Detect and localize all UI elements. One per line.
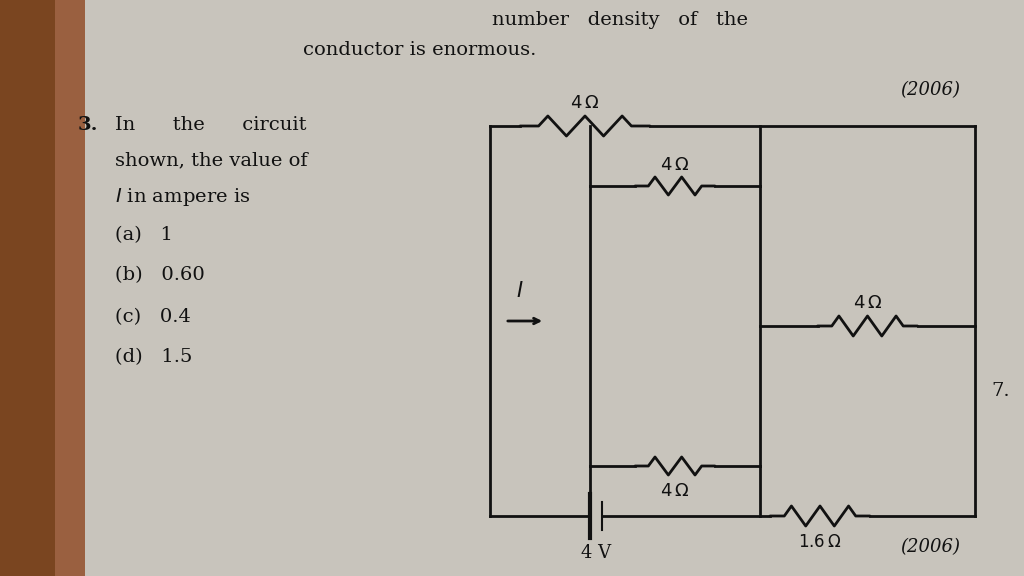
- Text: conductor is enormous.: conductor is enormous.: [303, 41, 537, 59]
- Text: $\it{I}$: $\it{I}$: [516, 281, 524, 301]
- Text: 3.: 3.: [78, 116, 98, 134]
- Text: (a)   1: (a) 1: [115, 226, 173, 244]
- Text: (2006): (2006): [900, 81, 961, 99]
- Text: $4\,\Omega$: $4\,\Omega$: [570, 94, 600, 112]
- Text: shown, the value of: shown, the value of: [115, 151, 307, 169]
- Text: (d)   1.5: (d) 1.5: [115, 348, 193, 366]
- Text: 4 V: 4 V: [581, 544, 611, 562]
- Text: (c)   0.4: (c) 0.4: [115, 308, 190, 326]
- Text: (2006): (2006): [900, 538, 961, 556]
- Text: $4\,\Omega$: $4\,\Omega$: [660, 156, 690, 174]
- Text: $4\,\Omega$: $4\,\Omega$: [660, 482, 690, 500]
- Text: (b)   0.60: (b) 0.60: [115, 266, 205, 284]
- Text: $\it{I}$ in ampere is: $\it{I}$ in ampere is: [115, 186, 251, 208]
- Bar: [0, 0, 68, 576]
- Text: 7.: 7.: [991, 382, 1010, 400]
- Text: In      the      circuit: In the circuit: [115, 116, 306, 134]
- Text: number   density   of   the: number density of the: [492, 11, 748, 29]
- Bar: [55, 0, 85, 576]
- Text: $4\,\Omega$: $4\,\Omega$: [853, 294, 883, 312]
- Text: $1.6\,\Omega$: $1.6\,\Omega$: [799, 534, 842, 551]
